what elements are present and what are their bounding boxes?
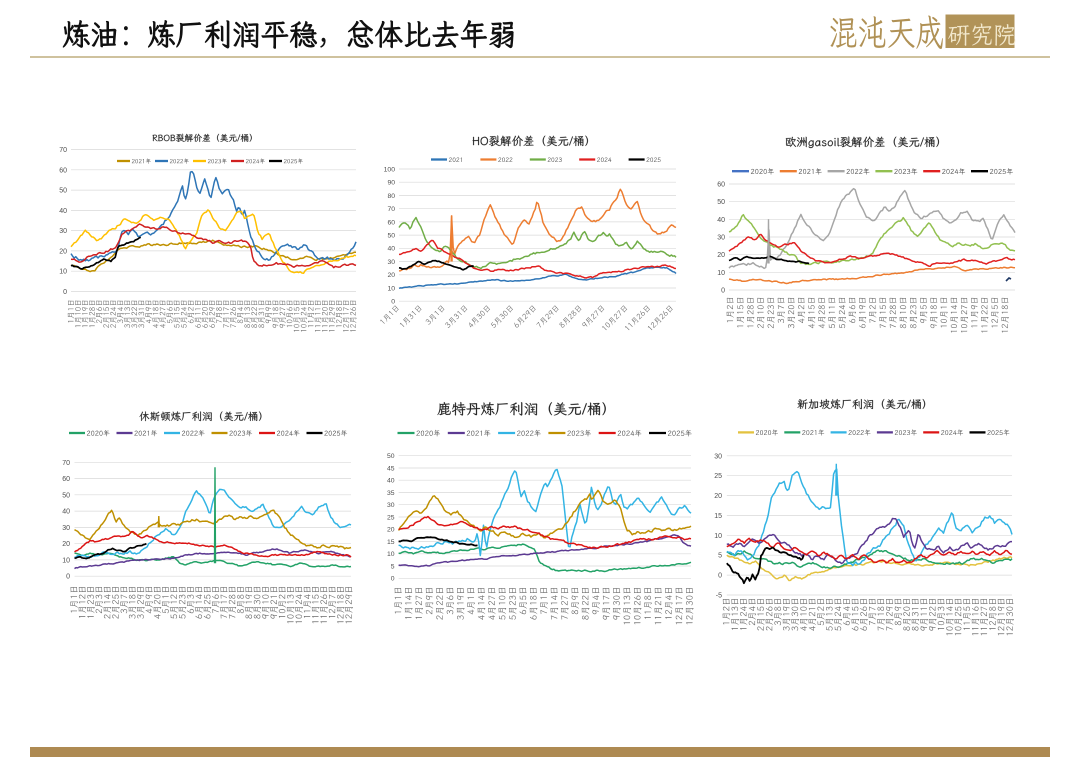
svg-text:40: 40 bbox=[59, 208, 67, 215]
svg-text:10: 10 bbox=[387, 551, 395, 558]
svg-text:40: 40 bbox=[387, 478, 395, 485]
svg-text:30: 30 bbox=[59, 228, 67, 235]
svg-text:25: 25 bbox=[387, 514, 395, 521]
svg-text:50: 50 bbox=[387, 233, 395, 240]
svg-text:30: 30 bbox=[717, 235, 725, 242]
svg-text:70: 70 bbox=[62, 460, 70, 467]
svg-text:20: 20 bbox=[387, 527, 395, 534]
svg-text:5: 5 bbox=[718, 553, 722, 560]
svg-text:10: 10 bbox=[717, 270, 725, 277]
svg-text:15: 15 bbox=[387, 539, 395, 546]
svg-text:5: 5 bbox=[391, 563, 395, 570]
svg-text:25: 25 bbox=[714, 473, 722, 480]
svg-text:80: 80 bbox=[387, 193, 395, 200]
svg-text:0: 0 bbox=[721, 288, 725, 295]
svg-text:0: 0 bbox=[63, 289, 67, 296]
svg-text:60: 60 bbox=[387, 219, 395, 226]
svg-text:35: 35 bbox=[387, 490, 395, 497]
svg-text:30: 30 bbox=[387, 259, 395, 266]
svg-text:40: 40 bbox=[62, 509, 70, 516]
svg-text:0: 0 bbox=[391, 576, 395, 583]
svg-text:45: 45 bbox=[387, 465, 395, 472]
svg-text:10: 10 bbox=[714, 533, 722, 540]
svg-text:60: 60 bbox=[59, 167, 67, 174]
svg-text:0: 0 bbox=[718, 573, 722, 580]
svg-text:50: 50 bbox=[59, 188, 67, 195]
svg-text:20: 20 bbox=[62, 541, 70, 548]
svg-text:0: 0 bbox=[391, 299, 395, 306]
svg-text:40: 40 bbox=[717, 217, 725, 224]
svg-text:10: 10 bbox=[59, 269, 67, 276]
svg-text:100: 100 bbox=[384, 166, 396, 173]
svg-text:30: 30 bbox=[387, 502, 395, 509]
svg-text:50: 50 bbox=[62, 492, 70, 499]
svg-text:60: 60 bbox=[717, 182, 725, 189]
svg-text:60: 60 bbox=[62, 476, 70, 483]
svg-text:20: 20 bbox=[59, 248, 67, 255]
svg-text:15: 15 bbox=[714, 513, 722, 520]
svg-text:10: 10 bbox=[62, 557, 70, 564]
svg-text:10: 10 bbox=[387, 285, 395, 292]
svg-text:70: 70 bbox=[387, 206, 395, 213]
svg-text:30: 30 bbox=[62, 525, 70, 532]
svg-text:50: 50 bbox=[387, 453, 395, 460]
svg-text:70: 70 bbox=[59, 147, 67, 154]
svg-text:90: 90 bbox=[387, 180, 395, 187]
svg-text:0: 0 bbox=[66, 574, 70, 581]
svg-text:40: 40 bbox=[387, 246, 395, 253]
svg-text:-5: -5 bbox=[716, 593, 722, 600]
svg-text:20: 20 bbox=[387, 272, 395, 279]
svg-text:30: 30 bbox=[714, 453, 722, 460]
svg-text:50: 50 bbox=[717, 199, 725, 206]
svg-text:20: 20 bbox=[717, 252, 725, 259]
svg-text:20: 20 bbox=[714, 493, 722, 500]
